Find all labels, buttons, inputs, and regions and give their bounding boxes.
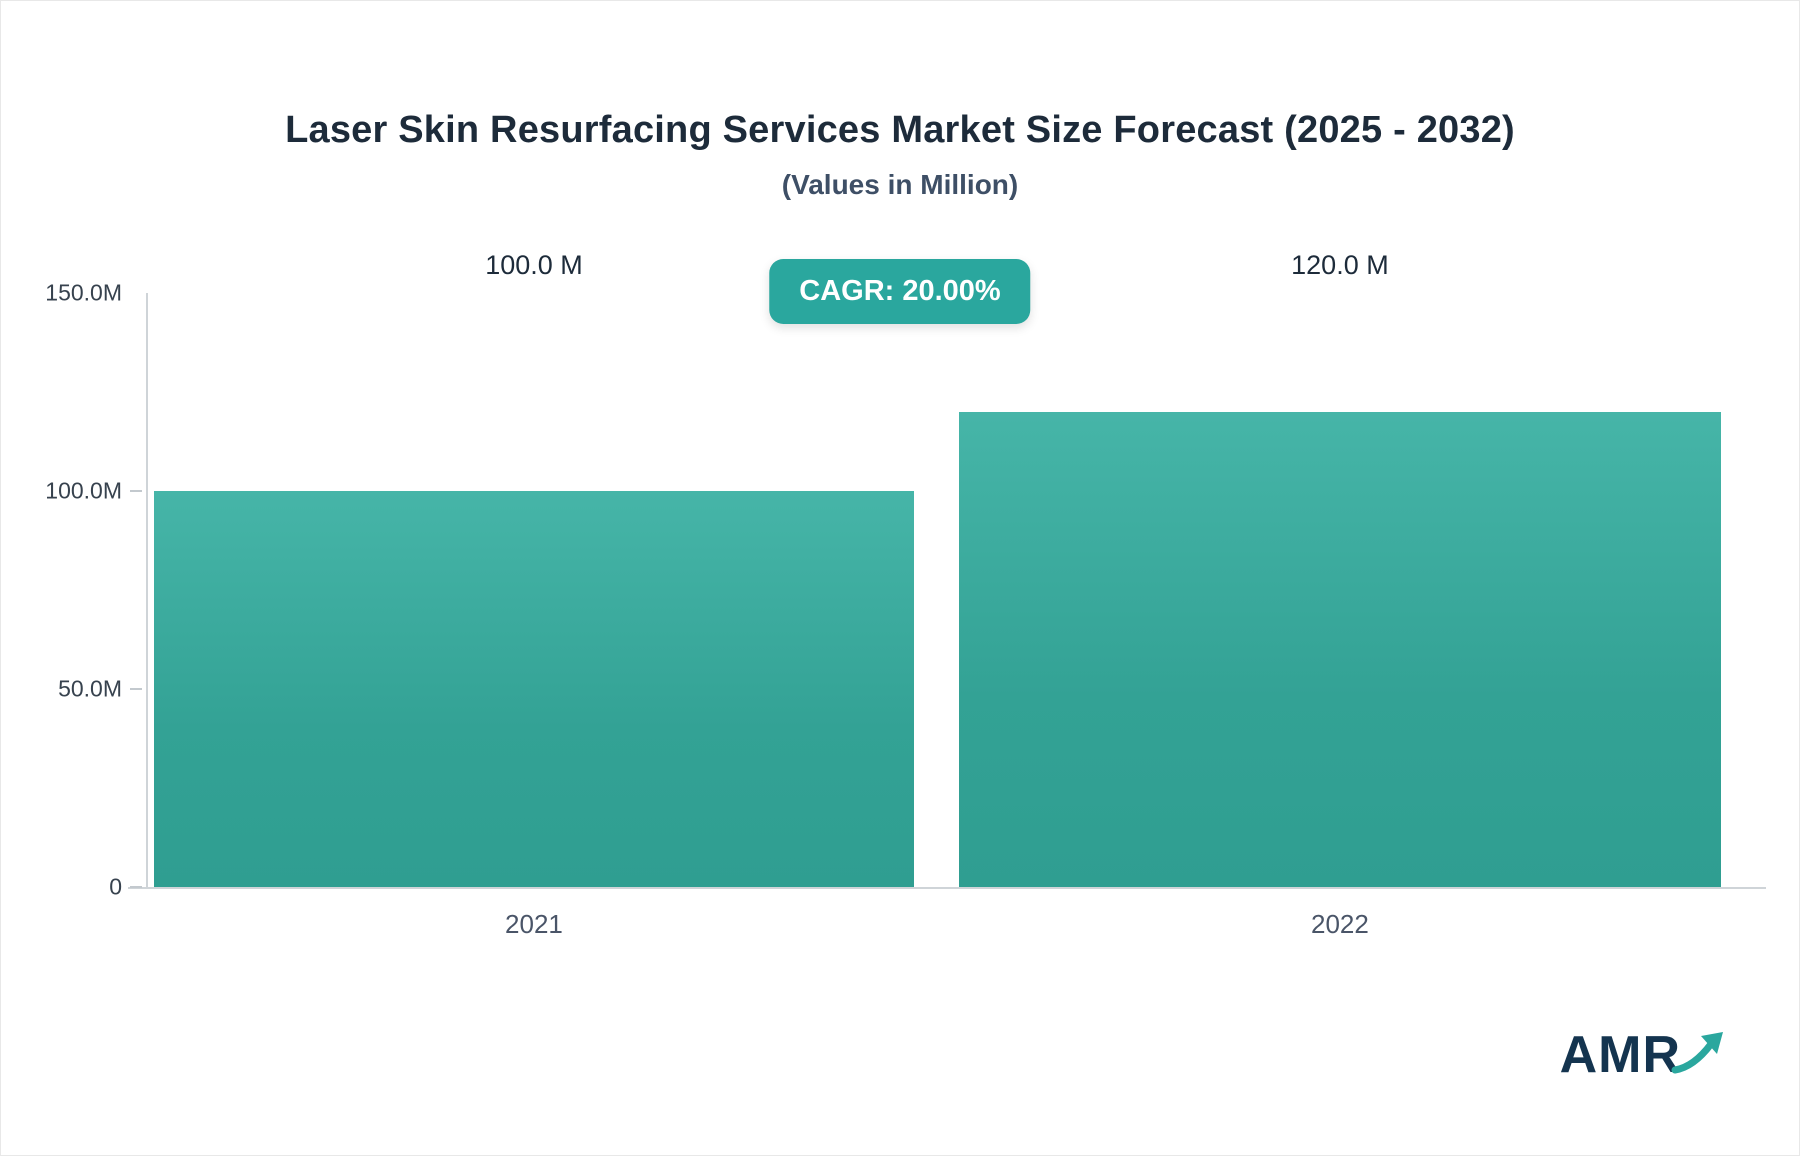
growth-arrow-icon	[1671, 1030, 1729, 1083]
bar-value-label-2022: 120.0 M	[1291, 250, 1389, 280]
chart-title: Laser Skin Resurfacing Services Market S…	[285, 109, 1515, 151]
y-tick-label-100: 100.0M	[45, 477, 122, 504]
bar-group-2021: 100.0 M 2021	[154, 250, 914, 939]
x-tick-label-2021: 2021	[505, 909, 563, 939]
plot-area: 150.0M 100.0M 50.0M 0 100.0 M 2021 120.0…	[45, 250, 1766, 939]
y-tick-mark	[130, 489, 142, 492]
chart-subtitle: (Values in Million)	[781, 169, 1019, 200]
x-tick-label-2022: 2022	[1311, 909, 1369, 939]
y-tick-label-150: 150.0M	[45, 279, 122, 306]
cagr-badge: CAGR: 20.00%	[769, 259, 1031, 324]
y-tick-label-0: 0	[109, 873, 122, 900]
y-tick-mark	[130, 886, 142, 888]
y-tick-label-50: 50.0M	[58, 675, 122, 702]
bar-2022	[959, 411, 1721, 887]
bar-group-2022: 120.0 M 2022	[959, 250, 1721, 939]
y-axis-line	[146, 293, 148, 887]
x-axis-line	[128, 887, 1766, 889]
bar-value-label-2021: 100.0 M	[485, 250, 583, 280]
amr-logo: AMR	[1560, 1025, 1729, 1085]
bar-2021	[154, 491, 914, 887]
y-tick-mark	[130, 688, 142, 690]
amr-logo-text: AMR	[1559, 1026, 1681, 1084]
